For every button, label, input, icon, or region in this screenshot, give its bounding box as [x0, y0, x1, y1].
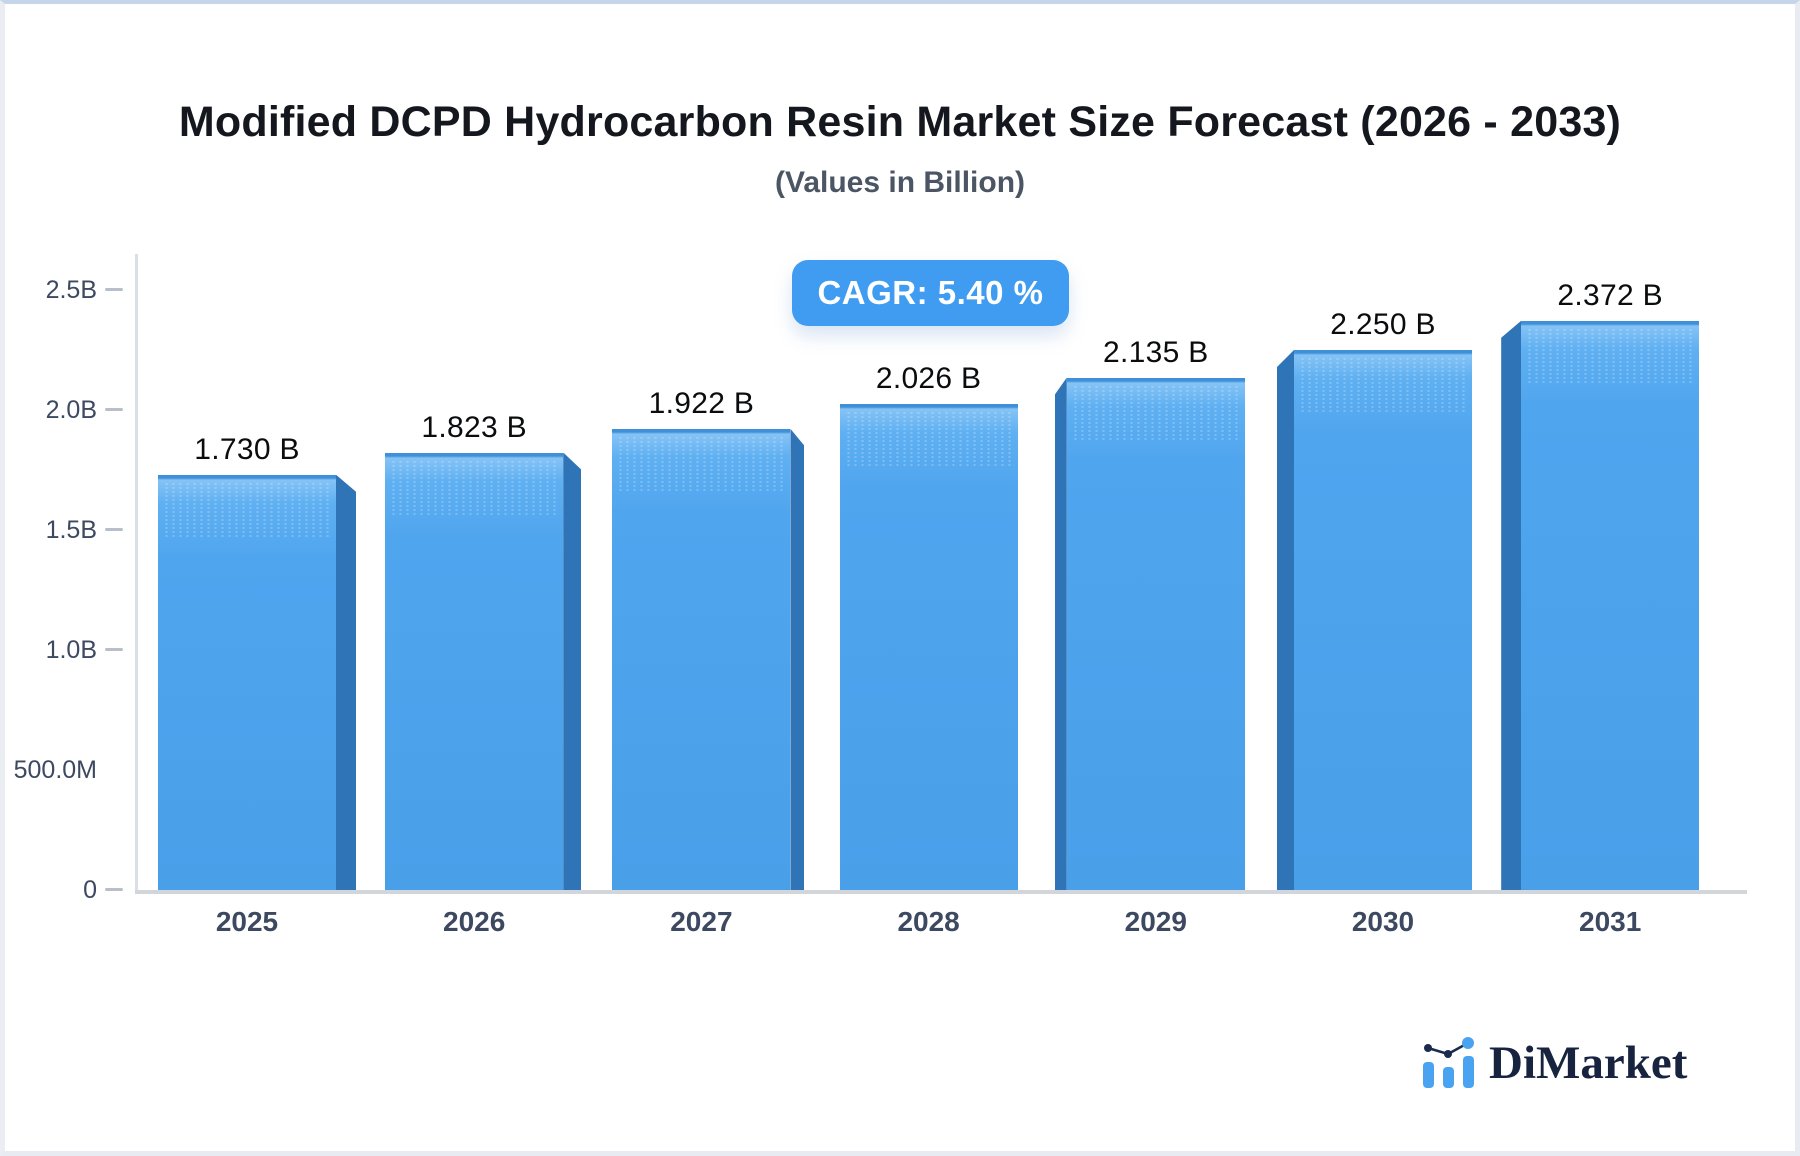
bar-value-label: 1.730 B	[194, 432, 300, 466]
page-title: Modified DCPD Hydrocarbon Resin Market S…	[178, 98, 1622, 146]
bar-side-face	[790, 428, 805, 890]
bar-side-face	[336, 474, 356, 890]
bar-value-label: 1.922 B	[648, 386, 755, 420]
bar-side-face	[1054, 377, 1067, 890]
bar-2029	[1066, 377, 1245, 890]
bar-value-label: 2.250 B	[1330, 308, 1436, 341]
bar-2031	[1521, 320, 1700, 890]
y-axis-tick-label: 2.0B	[45, 396, 97, 424]
x-axis-category-label: 2025	[215, 906, 279, 937]
bar-2025	[158, 474, 336, 890]
y-axis-line	[135, 254, 138, 894]
bar-side-face	[563, 452, 582, 890]
bar-value-label: 1.823 B	[421, 410, 527, 444]
bar-side-face	[1277, 350, 1294, 890]
x-axis-category-label: 2026	[443, 906, 506, 937]
bar-value-label: 2.026 B	[875, 361, 982, 395]
bar-value-label: 2.372 B	[1557, 278, 1663, 312]
bar-value-label: 2.135 B	[1103, 335, 1209, 369]
bar-2026	[385, 452, 564, 890]
brand-logo: DiMarket	[1421, 1036, 1687, 1090]
y-axis-tick-mark	[105, 648, 123, 651]
y-axis-tick-label: 500.0M	[13, 756, 97, 784]
y-axis-tick-mark	[105, 288, 123, 291]
x-axis-category-label: 2029	[1124, 906, 1187, 937]
y-axis-tick-label: 2.5B	[45, 276, 97, 304]
chart-subtitle: (Values in Billion)	[774, 166, 1026, 199]
brand-name: DiMarket	[1489, 1037, 1688, 1090]
y-axis-tick-mark	[105, 528, 123, 531]
cagr-badge: CAGR: 5.40 %	[792, 260, 1069, 326]
x-axis-category-label: 2027	[670, 906, 733, 937]
x-axis-category-label: 2030	[1351, 906, 1415, 937]
bar-2028	[839, 403, 1018, 890]
bar-side-face	[1501, 320, 1522, 890]
bar-chart-logo-icon	[1423, 1037, 1474, 1088]
y-axis-tick-mark	[105, 408, 123, 411]
x-axis-category-label: 2028	[897, 906, 960, 937]
bar-2030	[1294, 350, 1472, 890]
bar-2027	[612, 428, 791, 890]
x-axis-baseline	[135, 890, 1747, 894]
y-axis-tick-label: 1.5B	[45, 516, 97, 544]
x-axis-category-label: 2031	[1579, 906, 1642, 937]
y-axis-tick-label: 0	[83, 876, 97, 904]
y-axis-tick-label: 1.0B	[45, 636, 97, 664]
y-axis-tick-mark	[105, 888, 123, 891]
